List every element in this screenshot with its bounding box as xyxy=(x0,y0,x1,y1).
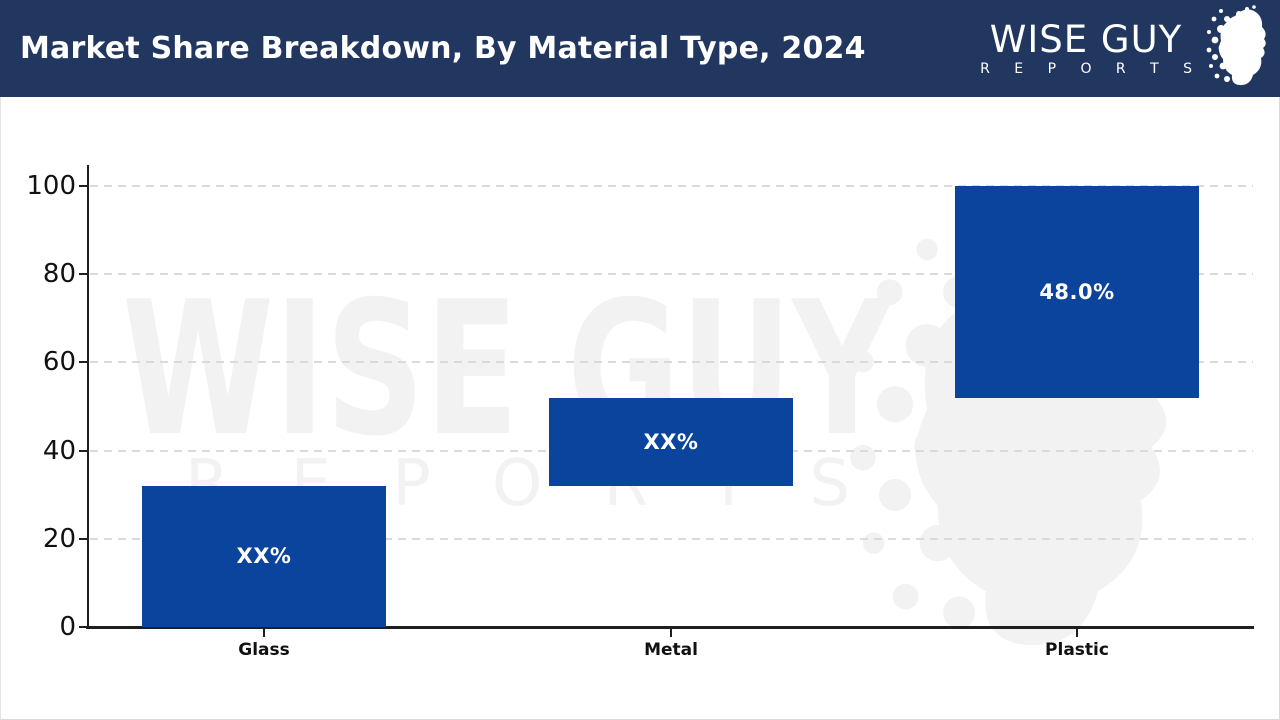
bar-glass: XX% xyxy=(142,485,386,627)
y-tick-80 xyxy=(79,273,88,276)
x-tick-plastic xyxy=(1076,629,1078,637)
logo-wordmark: WISE GUY xyxy=(989,17,1183,61)
y-tick-label-80: 80 xyxy=(42,259,76,290)
x-category-label-glass: Glass xyxy=(238,640,290,660)
y-tick-label-100: 100 xyxy=(26,171,76,201)
y-tick-label-20: 20 xyxy=(42,523,76,554)
gridline-60 xyxy=(90,361,1253,364)
y-tick-100 xyxy=(79,185,88,187)
x-category-label-plastic: Plastic xyxy=(1045,640,1109,660)
bar-metal: XX% xyxy=(549,397,793,486)
y-tick-40 xyxy=(79,449,88,452)
gridline-20 xyxy=(90,537,1253,540)
y-tick-label-0: 0 xyxy=(59,612,76,642)
y-tick-20 xyxy=(79,537,88,540)
x-category-label-metal: Metal xyxy=(644,640,698,660)
y-tick-label-60: 60 xyxy=(42,347,76,378)
logo-text: WISE GUY R E P O R T S xyxy=(970,17,1202,77)
y-tick-60 xyxy=(79,361,88,364)
wise-guy-logo: WISE GUY R E P O R T S xyxy=(970,4,1270,92)
page-title: Market Share Breakdown, By Material Type… xyxy=(20,31,866,66)
bar-plastic: 48.0% xyxy=(955,186,1199,398)
bar-value-label-plastic: 48.0% xyxy=(1039,279,1115,304)
x-tick-glass xyxy=(263,629,265,637)
logo-subtitle: R E P O R T S xyxy=(980,60,1202,77)
header-bar: Market Share Breakdown, By Material Type… xyxy=(0,0,1280,97)
gridline-80 xyxy=(90,273,1253,276)
bar-value-label-glass: XX% xyxy=(236,544,292,569)
x-tick-metal xyxy=(670,629,672,637)
gridline-100 xyxy=(90,185,1253,187)
y-axis-line xyxy=(87,165,89,629)
y-tick-label-40: 40 xyxy=(42,435,76,466)
x-axis-line xyxy=(86,626,1254,629)
bar-value-label-metal: XX% xyxy=(643,429,699,454)
y-tick-0 xyxy=(79,626,88,628)
